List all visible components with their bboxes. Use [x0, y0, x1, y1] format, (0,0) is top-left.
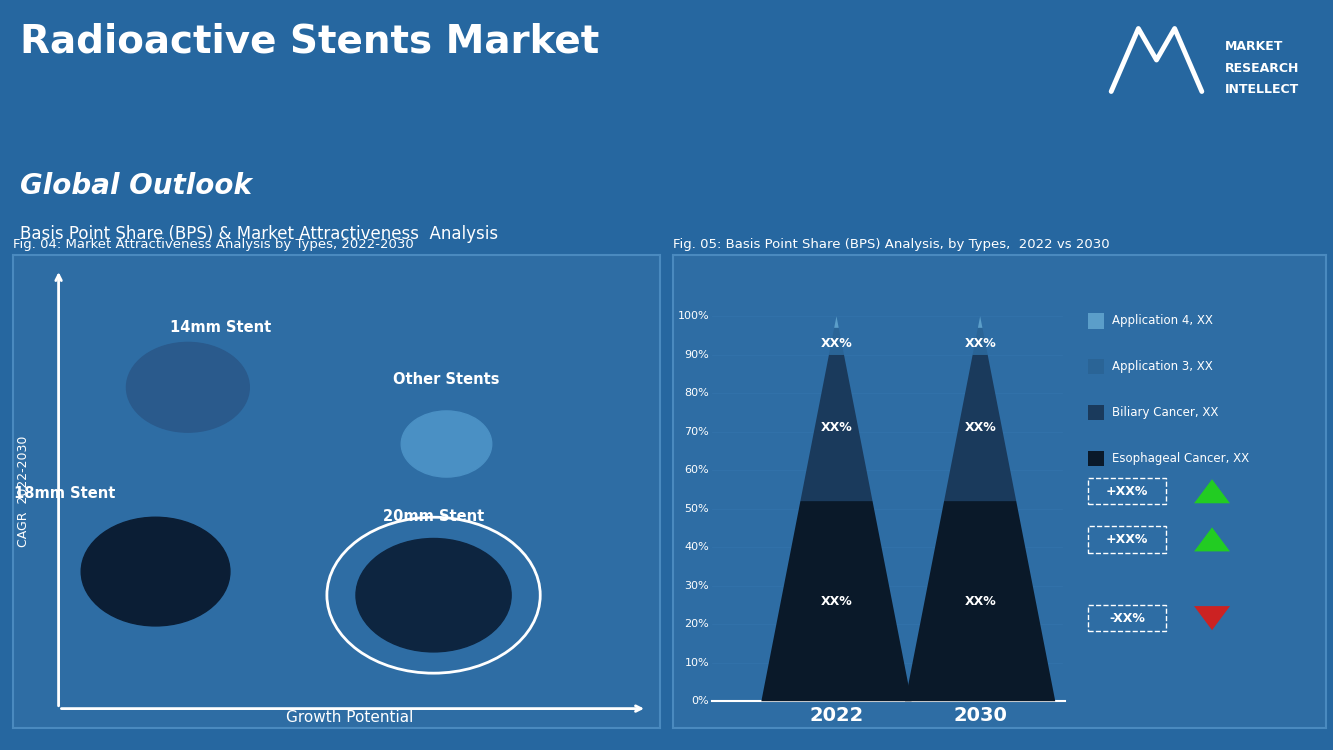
Polygon shape: [761, 501, 912, 701]
Polygon shape: [829, 328, 844, 355]
Text: 70%: 70%: [684, 427, 709, 436]
Text: Basis Point Share (BPS) & Market Attractiveness  Analysis: Basis Point Share (BPS) & Market Attract…: [20, 225, 499, 243]
Text: 30%: 30%: [684, 580, 709, 591]
Polygon shape: [1194, 606, 1230, 630]
Text: INTELLECT: INTELLECT: [1225, 83, 1298, 97]
Text: 10%: 10%: [684, 658, 709, 668]
Polygon shape: [978, 316, 982, 328]
Text: 80%: 80%: [684, 388, 709, 398]
Polygon shape: [905, 501, 1056, 701]
Bar: [1088, 451, 1104, 466]
Polygon shape: [834, 316, 838, 328]
Text: 2022: 2022: [809, 706, 864, 725]
Text: Fig. 05: Basis Point Share (BPS) Analysis, by Types,  2022 vs 2030: Fig. 05: Basis Point Share (BPS) Analysi…: [673, 238, 1110, 251]
Text: Other Stents: Other Stents: [393, 372, 500, 387]
Text: XX%: XX%: [821, 595, 852, 608]
Text: Growth Potential: Growth Potential: [285, 710, 413, 725]
Text: Application 4, XX: Application 4, XX: [1112, 314, 1213, 327]
Text: 18mm Stent: 18mm Stent: [15, 486, 116, 501]
Text: 90%: 90%: [684, 350, 709, 360]
Polygon shape: [1194, 527, 1230, 551]
Text: +XX%: +XX%: [1106, 484, 1148, 498]
Text: XX%: XX%: [964, 422, 996, 434]
Polygon shape: [800, 355, 873, 501]
Text: +XX%: +XX%: [1106, 532, 1148, 546]
Text: 0%: 0%: [692, 696, 709, 706]
Text: 60%: 60%: [684, 465, 709, 476]
Circle shape: [127, 343, 249, 432]
Text: Fig. 04: Market Attractiveness Analysis by Types, 2022-2030: Fig. 04: Market Attractiveness Analysis …: [13, 238, 415, 251]
Text: Biliary Cancer, XX: Biliary Cancer, XX: [1112, 406, 1218, 419]
Text: 20mm Stent: 20mm Stent: [383, 509, 484, 524]
Text: XX%: XX%: [964, 337, 996, 350]
Bar: [1088, 358, 1104, 374]
Polygon shape: [944, 355, 1016, 501]
Polygon shape: [973, 328, 988, 355]
Bar: [1088, 313, 1104, 328]
Text: 50%: 50%: [684, 504, 709, 514]
Text: 14mm Stent: 14mm Stent: [169, 320, 271, 335]
Polygon shape: [1194, 479, 1230, 503]
Circle shape: [81, 518, 229, 626]
Text: MARKET: MARKET: [1225, 40, 1282, 53]
Text: 40%: 40%: [684, 542, 709, 552]
Text: 2030: 2030: [953, 706, 1008, 725]
Text: Esophageal Cancer, XX: Esophageal Cancer, XX: [1112, 452, 1249, 465]
Text: XX%: XX%: [821, 422, 852, 434]
Circle shape: [356, 538, 511, 652]
Circle shape: [401, 411, 492, 477]
Text: XX%: XX%: [821, 337, 852, 350]
Text: XX%: XX%: [964, 595, 996, 608]
Text: Application 3, XX: Application 3, XX: [1112, 360, 1213, 373]
Bar: [1088, 405, 1104, 420]
Text: Radioactive Stents Market: Radioactive Stents Market: [20, 22, 600, 61]
Text: 20%: 20%: [684, 620, 709, 629]
Text: RESEARCH: RESEARCH: [1225, 62, 1298, 75]
Text: -XX%: -XX%: [1109, 612, 1145, 625]
Text: Global Outlook: Global Outlook: [20, 172, 252, 200]
Text: CAGR  2022-2030: CAGR 2022-2030: [16, 436, 29, 547]
Text: 100%: 100%: [677, 311, 709, 321]
